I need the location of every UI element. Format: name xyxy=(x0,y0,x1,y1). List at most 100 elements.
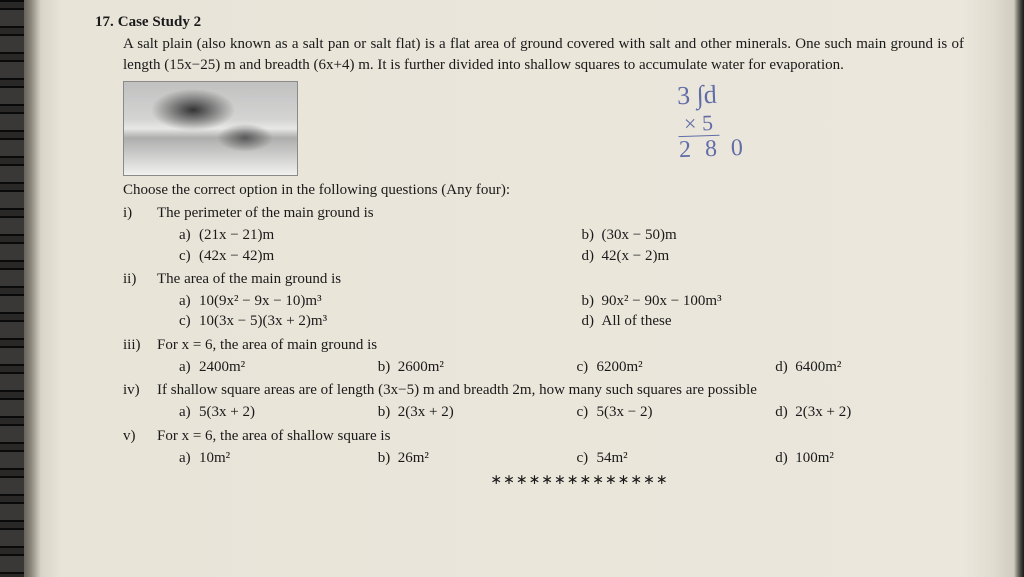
option-label: a) xyxy=(179,402,199,422)
question-list: i)The perimeter of the main ground isa)(… xyxy=(123,203,964,468)
option: b)26m² xyxy=(378,448,567,468)
option-text: 2(3x + 2) xyxy=(795,404,851,420)
option: c)6200m² xyxy=(577,357,766,377)
sub-question-number: iv) xyxy=(123,380,157,423)
handwriting-line: 3 ∫d xyxy=(677,80,746,111)
option: d)42(x − 2)m xyxy=(582,246,965,266)
option-label: a) xyxy=(179,357,199,377)
sub-question-body: For x = 6, the area of shallow square is… xyxy=(157,426,964,469)
option-text: 90x² − 90x − 100m³ xyxy=(602,293,722,309)
sub-question: i)The perimeter of the main ground isa)(… xyxy=(123,203,964,266)
option: c)(42x − 42)m xyxy=(179,246,562,266)
handwritten-work: 3 ∫d × 5 2 8 0 xyxy=(677,80,748,164)
option: c)5(3x − 2) xyxy=(577,402,766,422)
question-number: 17. xyxy=(95,12,114,32)
sub-question: ii)The area of the main ground isa)10(9x… xyxy=(123,269,964,332)
option: b)(30x − 50)m xyxy=(582,225,965,245)
option: a)2400m² xyxy=(179,357,368,377)
sub-question-body: The perimeter of the main ground isa)(21… xyxy=(157,203,964,266)
option: b)90x² − 90x − 100m³ xyxy=(582,291,965,311)
option-label: d) xyxy=(775,448,795,468)
option-text: (42x − 42)m xyxy=(199,248,274,264)
option-text: 2600m² xyxy=(398,359,444,375)
option: c)54m² xyxy=(577,448,766,468)
option-label: c) xyxy=(179,246,199,266)
option-text: 6400m² xyxy=(795,359,841,375)
instruction-text: Choose the correct option in the followi… xyxy=(123,180,964,200)
option-text: 54m² xyxy=(597,450,628,466)
option-text: 5(3x − 2) xyxy=(597,404,653,420)
image-row: 3 ∫d × 5 2 8 0 xyxy=(123,81,964,176)
option-label: c) xyxy=(577,402,597,422)
option-label: b) xyxy=(582,225,602,245)
options-grid: a)(21x − 21)m b)(30x − 50)m c)(42x − 42)m d… xyxy=(179,225,964,266)
option: b)2(3x + 2) xyxy=(378,402,567,422)
handwriting-line: 2 8 0 xyxy=(679,135,748,164)
sub-question: v)For x = 6, the area of shallow square … xyxy=(123,426,964,469)
option-text: 100m² xyxy=(795,450,834,466)
worksheet-page: 17. Case Study 2 A salt plain (also know… xyxy=(0,0,1024,501)
option-text: 2400m² xyxy=(199,359,245,375)
option: a)10m² xyxy=(179,448,368,468)
sub-question-number: i) xyxy=(123,203,157,266)
option-label: d) xyxy=(582,311,602,331)
option-text: 10m² xyxy=(199,450,230,466)
sub-question-body: For x = 6, the area of main ground isa)2… xyxy=(157,335,964,378)
option: b)2600m² xyxy=(378,357,567,377)
option-text: 10(9x² − 9x − 10)m³ xyxy=(199,293,322,309)
option-label: a) xyxy=(179,225,199,245)
option-text: (30x − 50)m xyxy=(602,227,677,243)
options-grid: a)10m² b)26m² c)54m² d)100m² xyxy=(179,448,964,468)
option: d)All of these xyxy=(582,311,965,331)
option-text: 6200m² xyxy=(597,359,643,375)
option-label: c) xyxy=(577,357,597,377)
option-label: d) xyxy=(775,402,795,422)
option-text: 2(3x + 2) xyxy=(398,404,454,420)
option-label: b) xyxy=(582,291,602,311)
sub-question: iii)For x = 6, the area of main ground i… xyxy=(123,335,964,378)
option: c)10(3x − 5)(3x + 2)m³ xyxy=(179,311,562,331)
option-label: a) xyxy=(179,448,199,468)
option-text: 42(x − 2)m xyxy=(602,248,670,264)
options-grid: a)2400m² b)2600m² c)6200m² d)6400m² xyxy=(179,357,964,377)
sub-question-text: For x = 6, the area of main ground is xyxy=(157,335,964,355)
option-label: b) xyxy=(378,448,398,468)
case-study-title: Case Study 2 xyxy=(118,12,201,32)
sub-question-text: If shallow square areas are of length (3… xyxy=(157,380,964,400)
options-grid: a)10(9x² − 9x − 10)m³ b)90x² − 90x − 100m… xyxy=(179,291,964,332)
question-header: 17. Case Study 2 xyxy=(95,12,964,32)
option-text: 5(3x + 2) xyxy=(199,404,255,420)
sub-question: iv)If shallow square areas are of length… xyxy=(123,380,964,423)
option: a)5(3x + 2) xyxy=(179,402,368,422)
option: a)(21x − 21)m xyxy=(179,225,562,245)
option-text: 10(3x − 5)(3x + 2)m³ xyxy=(199,313,327,329)
option: d)6400m² xyxy=(775,357,964,377)
option: d)100m² xyxy=(775,448,964,468)
option-text: 26m² xyxy=(398,450,429,466)
option-label: c) xyxy=(179,311,199,331)
option: a)10(9x² − 9x − 10)m³ xyxy=(179,291,562,311)
sub-question-text: The perimeter of the main ground is xyxy=(157,203,964,223)
salt-plain-photo xyxy=(123,81,298,176)
sub-question-body: The area of the main ground isa)10(9x² −… xyxy=(157,269,964,332)
option: d)2(3x + 2) xyxy=(775,402,964,422)
sub-question-text: The area of the main ground is xyxy=(157,269,964,289)
notebook-binding xyxy=(0,0,24,577)
option-text: All of these xyxy=(602,313,672,329)
options-grid: a)5(3x + 2)b)2(3x + 2)c)5(3x − 2)d)2(3x … xyxy=(179,402,964,422)
page-edge xyxy=(1014,0,1024,577)
problem-paragraph: A salt plain (also known as a salt pan o… xyxy=(123,34,964,75)
option-label: d) xyxy=(775,357,795,377)
sub-question-text: For x = 6, the area of shallow square is xyxy=(157,426,964,446)
sub-question-number: v) xyxy=(123,426,157,469)
handwriting-line: × 5 xyxy=(678,110,720,137)
sub-question-number: iii) xyxy=(123,335,157,378)
option-label: b) xyxy=(378,402,398,422)
end-stars: ∗∗∗∗∗∗∗∗∗∗∗∗∗∗ xyxy=(195,472,964,491)
option-label: c) xyxy=(577,448,597,468)
option-label: b) xyxy=(378,357,398,377)
option-text: (21x − 21)m xyxy=(199,227,274,243)
option-label: a) xyxy=(179,291,199,311)
sub-question-number: ii) xyxy=(123,269,157,332)
sub-question-body: If shallow square areas are of length (3… xyxy=(157,380,964,423)
